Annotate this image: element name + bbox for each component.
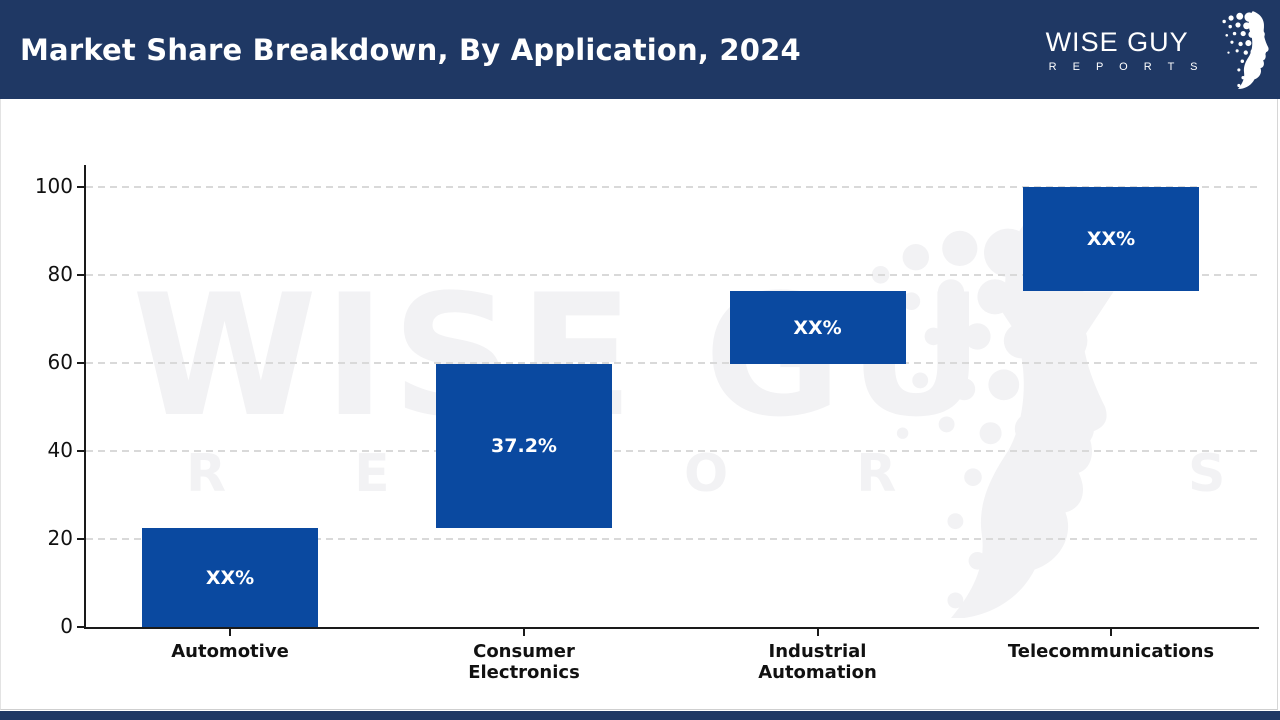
- x-axis-line: [84, 627, 1259, 629]
- wiseguy-logo: WISE GUY R E P O R T S: [1046, 4, 1270, 96]
- x-category-label: Automotive: [171, 641, 289, 662]
- y-axis-line: [84, 165, 86, 629]
- bar-value-label: XX%: [1086, 228, 1136, 251]
- x-category-label: Consumer Electronics: [468, 641, 580, 684]
- chart-title: Market Share Breakdown, By Application, …: [20, 32, 801, 67]
- x-tick-mark: [229, 629, 231, 636]
- y-gridline: [86, 450, 1258, 452]
- x-category-label: Telecommunications: [1007, 641, 1215, 662]
- footer-bar: [0, 711, 1280, 720]
- y-tick-mark: [77, 626, 85, 628]
- bar-value-label: XX%: [793, 316, 842, 339]
- bar-segment: XX%: [142, 528, 318, 627]
- y-tick-mark: [77, 362, 85, 364]
- y-tick-label: 20: [47, 526, 73, 550]
- y-gridline: [86, 274, 1258, 276]
- bar-segment: 37.2%: [436, 364, 612, 528]
- y-tick-mark: [77, 186, 85, 188]
- logo-face-icon: [1222, 11, 1269, 89]
- x-tick-mark: [1110, 629, 1112, 636]
- y-tick-label: 80: [47, 262, 73, 286]
- y-tick-mark: [77, 450, 85, 452]
- y-tick-label: 60: [47, 350, 73, 374]
- y-gridline: [86, 186, 1258, 188]
- bar-segment: XX%: [729, 291, 906, 365]
- bar-value-label: XX%: [205, 566, 255, 589]
- y-gridline: [86, 538, 1258, 540]
- logo-wordmark: WISE GUY: [1045, 27, 1189, 57]
- bar-segment: XX%: [1023, 187, 1199, 292]
- y-tick-label: 40: [47, 438, 73, 462]
- logo-subtitle: R E P O R T S: [1048, 61, 1204, 73]
- y-tick-label: 100: [34, 174, 73, 198]
- x-category-label: Industrial Automation: [758, 641, 877, 684]
- logo-text: WISE GUY R E P O R T S: [1046, 27, 1204, 73]
- header-bar: Market Share Breakdown, By Application, …: [0, 0, 1280, 99]
- bar-value-label: 37.2%: [491, 435, 557, 458]
- y-tick-mark: [77, 274, 85, 276]
- x-tick-mark: [816, 629, 819, 636]
- y-tick-label: 0: [60, 614, 73, 638]
- y-gridline: [86, 362, 1258, 364]
- x-tick-mark: [523, 629, 525, 636]
- y-tick-mark: [77, 538, 85, 540]
